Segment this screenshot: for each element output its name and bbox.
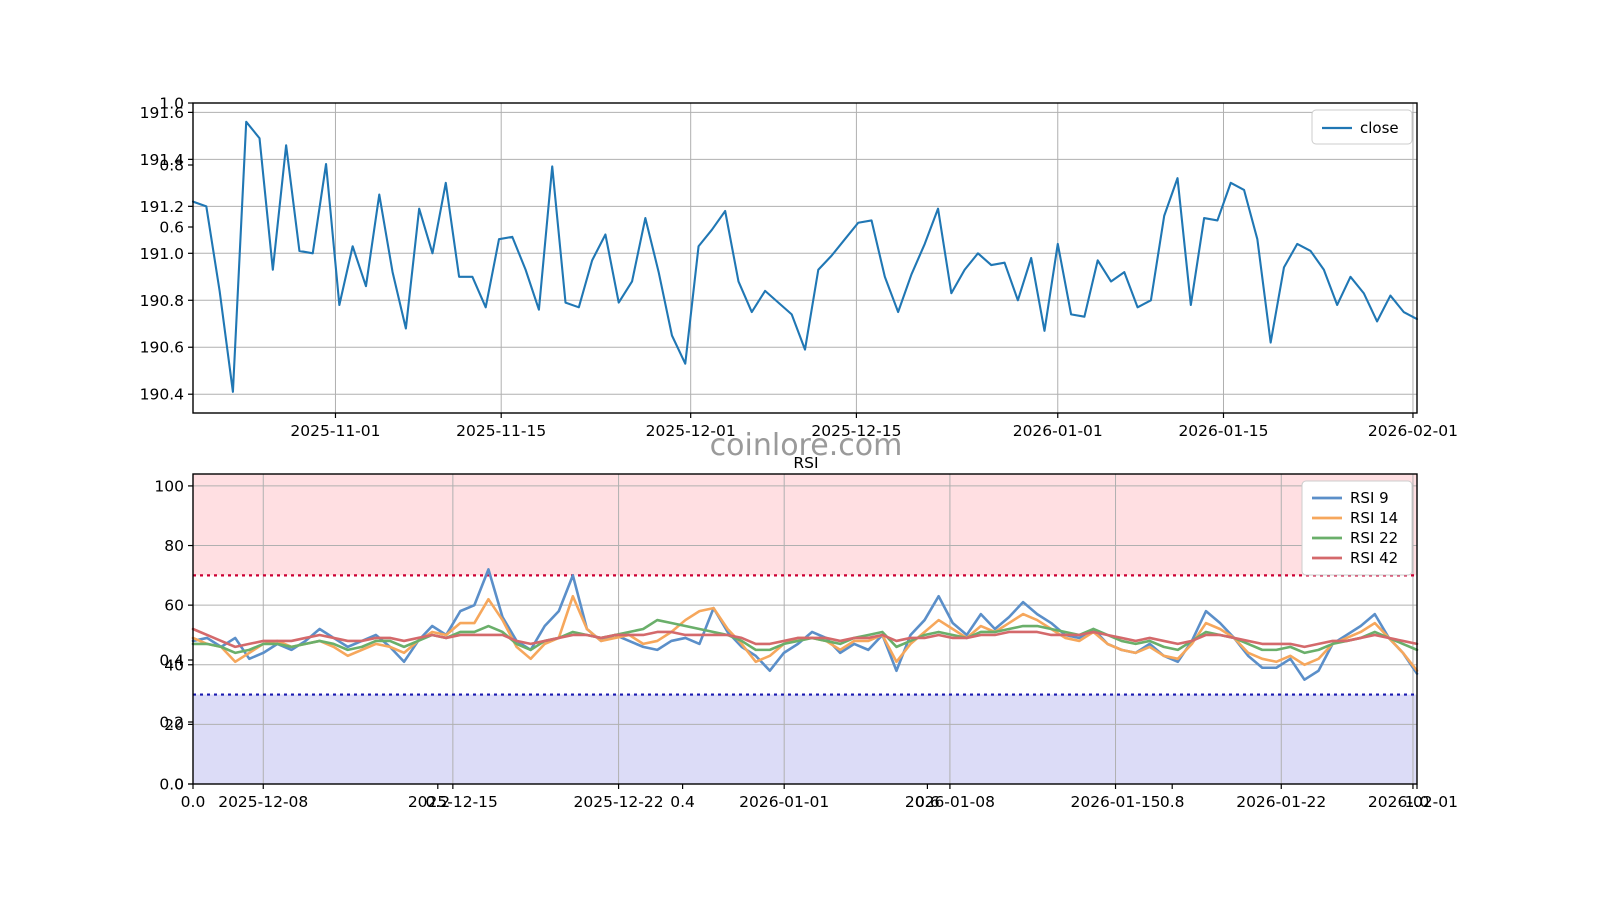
rsi-y-tick: 40 [164,656,184,674]
rsi-y-tick-labels: 0 20 40 60 80 100 [154,477,193,794]
rsi-secondary-y-tick: 0.2 [159,714,184,732]
rsi-x-tick-labels: 2025-12-08 2025-12-15 2025-12-22 2026-01-01… [218,784,1458,811]
rsi-gridlines [193,474,1417,784]
rsi-y-tick: 20 [164,716,184,734]
price-secondary-y-tick-labels: 0.6 0.8 1.0 [159,95,193,237]
rsi-series-group [191,568,1419,681]
rsi-secondary-y-tick: 0.4 [159,652,184,670]
rsi-x-tick: 2025-12-08 [218,793,308,811]
price-y-tick: 191.6 [140,104,184,122]
rsi-x-tick: 2026-01-08 [905,793,995,811]
legend-label-rsi-14: RSI 14 [1350,509,1398,527]
price-x-tick: 2026-01-15 [1178,422,1268,440]
price-x-tick: 2025-11-15 [456,422,546,440]
price-x-tick: 2025-12-15 [811,422,901,440]
price-y-tick: 191.0 [140,245,184,263]
rsi-secondary-x-tick: 0.8 [1160,793,1185,811]
price-y-tick: 191.2 [140,198,184,216]
legend-label-rsi-9: RSI 9 [1350,489,1389,507]
price-legend[interactable]: close [1311,109,1413,145]
rsi-secondary-y-tick-labels: 0.0 0.2 0.4 [159,652,193,794]
watermark-coinlore: coinlore.com [710,428,903,463]
rsi-y-tick: 80 [164,537,184,555]
rsi-line-rsi-42 [191,627,1419,649]
legend-label-close: close [1360,119,1399,137]
price-plot-area [193,103,1417,413]
rsi-secondary-x-tick-labels: 0.0 0.2 0.4 0.6 0.8 1.0 [181,784,1430,811]
rsi-secondary-y-tick: 0.0 [159,776,184,794]
rsi-panel-title: RSI [793,454,818,472]
price-secondary-y-tick: 1.0 [159,95,184,113]
price-y-tick: 191.4 [140,151,184,169]
rsi-y-tick: 100 [154,477,184,495]
price-x-tick: 2025-11-01 [290,422,380,440]
price-x-tick: 2025-12-01 [646,422,736,440]
rsi-secondary-x-tick: 0.6 [915,793,940,811]
rsi-secondary-x-tick: 0.2 [425,793,450,811]
price-y-tick: 190.4 [140,386,184,404]
overbought-band [193,474,1417,576]
rsi-x-tick: 2025-12-22 [574,793,664,811]
rsi-y-tick: 60 [164,597,184,615]
rsi-legend[interactable]: RSI 9 RSI 14 RSI 22 RSI 42 [1301,480,1413,576]
price-legend-box [1311,109,1413,145]
rsi-x-tick: 2026-02-01 [1368,793,1458,811]
rsi-line-rsi-22 [191,618,1419,655]
rsi-x-tick: 2026-01-22 [1236,793,1326,811]
rsi-axes-frame [192,473,1418,785]
price-secondary-y-tick: 0.6 [159,219,184,237]
price-x-tick-labels: 2025-11-01 2025-11-15 2025-12-01 2025-12-15… [290,413,1458,440]
rsi-secondary-x-tick: 0.4 [670,793,695,811]
rsi-legend-box [1301,480,1413,576]
price-line-close [191,120,1419,393]
price-secondary-y-tick: 0.8 [159,157,184,175]
price-x-tick: 2026-02-01 [1368,422,1458,440]
rsi-x-tick: 2026-01-15 [1070,793,1160,811]
legend-label-rsi-22: RSI 22 [1350,529,1398,547]
oversold-band [193,694,1417,784]
price-axes-frame [192,102,1418,414]
price-x-tick: 2026-01-01 [1013,422,1103,440]
price-y-tick: 190.6 [140,339,184,357]
rsi-y-tick: 0 [174,776,184,794]
rsi-secondary-x-tick: 0.0 [181,793,206,811]
legend-label-rsi-42: RSI 42 [1350,549,1398,567]
rsi-x-tick: 2025-12-15 [408,793,498,811]
rsi-x-tick: 2026-01-01 [739,793,829,811]
price-y-tick-labels: 190.4 190.6 190.8 191.0 191.2 191.4 191.6 [140,104,193,404]
price-y-tick: 190.8 [140,292,184,310]
rsi-secondary-x-tick: 1.0 [1405,793,1430,811]
price-series-group [191,120,1419,393]
